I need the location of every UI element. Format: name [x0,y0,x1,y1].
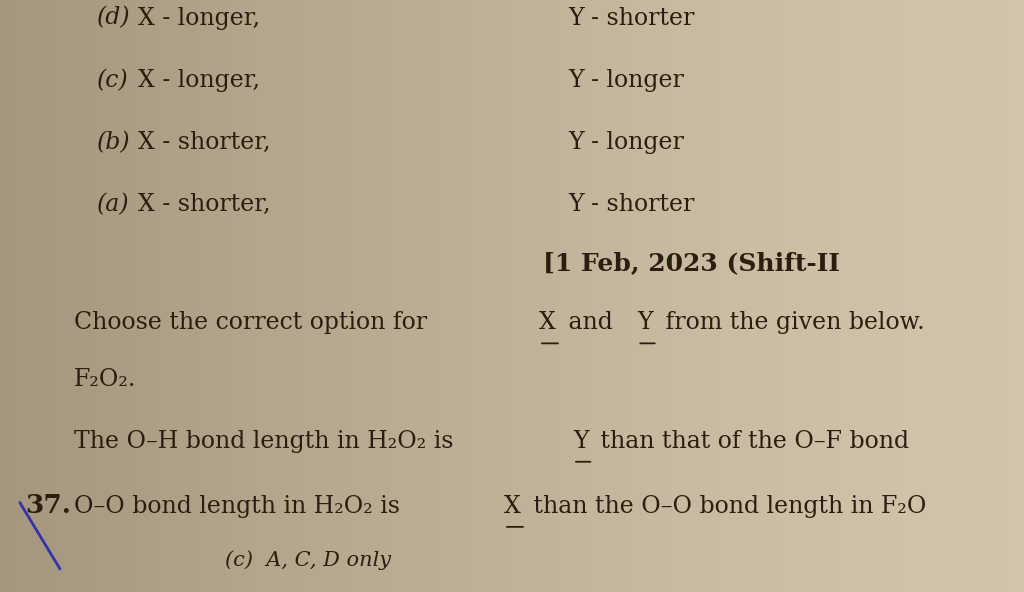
Text: than that of the O–F bond: than that of the O–F bond [593,430,909,453]
Text: from the given below.: from the given below. [657,311,925,334]
Text: X - longer,: X - longer, [138,7,260,30]
Text: Y - longer: Y - longer [568,69,684,92]
Text: Y - shorter: Y - shorter [568,7,694,30]
Text: Y: Y [637,311,653,334]
Text: than the O–O bond length in F₂O: than the O–O bond length in F₂O [526,495,926,518]
Text: X - longer,: X - longer, [138,69,260,92]
Text: X: X [539,311,556,334]
Text: (a): (a) [97,193,130,216]
Text: The O–H bond length in H₂O₂ is: The O–H bond length in H₂O₂ is [74,430,461,453]
Text: (d): (d) [97,7,131,30]
Text: [1 Feb, 2023 (Shift-II: [1 Feb, 2023 (Shift-II [543,251,840,275]
Text: Y - shorter: Y - shorter [568,193,694,216]
Text: Y: Y [573,430,589,453]
Text: F₂O₂.: F₂O₂. [74,368,136,391]
Text: X - shorter,: X - shorter, [138,193,271,216]
Text: 37.: 37. [26,493,72,518]
Text: X: X [504,495,521,518]
Text: Y - longer: Y - longer [568,131,684,154]
Text: X - shorter,: X - shorter, [138,131,271,154]
Text: O–O bond length in H₂O₂ is: O–O bond length in H₂O₂ is [74,495,408,518]
Text: (c)  A, C, D only: (c) A, C, D only [225,550,391,570]
Text: and: and [561,311,621,334]
Text: Choose the correct option for: Choose the correct option for [74,311,434,334]
Text: (c): (c) [97,69,129,92]
Text: (b): (b) [97,131,131,154]
